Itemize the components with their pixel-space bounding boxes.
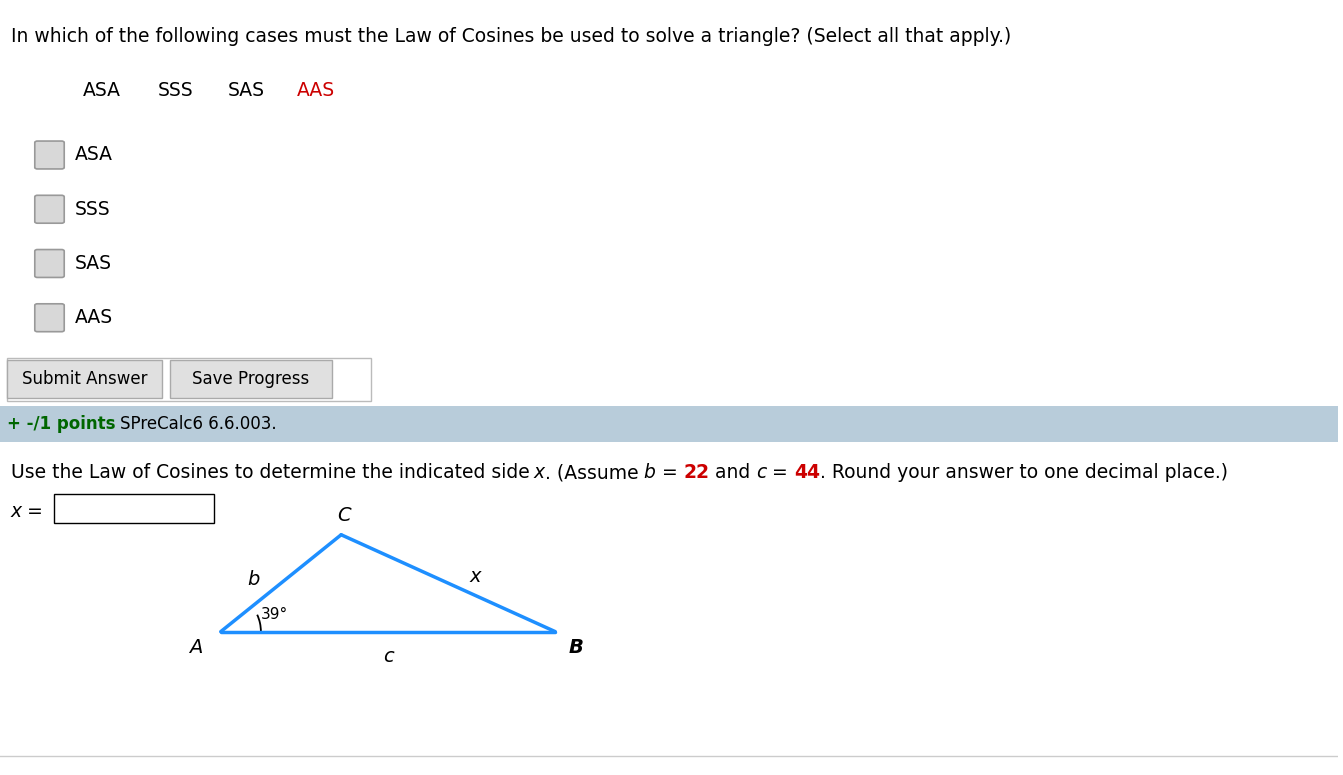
Text: b: b bbox=[247, 570, 259, 589]
Text: A: A bbox=[188, 638, 201, 657]
Text: x: x bbox=[470, 567, 481, 587]
Text: B: B bbox=[568, 638, 583, 657]
Text: SAS: SAS bbox=[227, 81, 265, 101]
Bar bbox=[54, 494, 214, 523]
Text: + -/1 points: + -/1 points bbox=[7, 415, 115, 433]
Text: SSS: SSS bbox=[158, 81, 193, 101]
Text: ASA: ASA bbox=[75, 146, 113, 164]
FancyBboxPatch shape bbox=[171, 360, 332, 398]
Text: =: = bbox=[767, 463, 794, 482]
Text: 39°: 39° bbox=[261, 607, 289, 622]
Text: . Round your answer to one decimal place.): . Round your answer to one decimal place… bbox=[821, 463, 1228, 482]
FancyBboxPatch shape bbox=[35, 304, 64, 332]
Text: 22: 22 bbox=[684, 463, 709, 482]
Text: . (Assume: . (Assume bbox=[544, 463, 645, 482]
Text: =: = bbox=[655, 463, 684, 482]
Text: AAS: AAS bbox=[297, 81, 336, 101]
FancyBboxPatch shape bbox=[35, 195, 64, 223]
Text: SSS: SSS bbox=[75, 200, 110, 219]
FancyBboxPatch shape bbox=[35, 141, 64, 169]
Text: SAS: SAS bbox=[75, 254, 111, 273]
Text: Submit Answer: Submit Answer bbox=[21, 370, 146, 388]
Text: AAS: AAS bbox=[75, 308, 113, 327]
Text: and: and bbox=[709, 463, 756, 482]
Text: c: c bbox=[383, 647, 393, 666]
Text: SPreCalc6 6.6.003.: SPreCalc6 6.6.003. bbox=[121, 415, 277, 433]
FancyBboxPatch shape bbox=[7, 358, 371, 401]
FancyBboxPatch shape bbox=[7, 360, 163, 398]
Text: x: x bbox=[533, 463, 545, 482]
Text: c: c bbox=[756, 463, 767, 482]
Text: b: b bbox=[643, 463, 655, 482]
Text: Use the Law of Cosines to determine the indicated side: Use the Law of Cosines to determine the … bbox=[11, 463, 536, 482]
Bar bbox=[0, 406, 1338, 442]
Text: 44: 44 bbox=[794, 463, 821, 482]
FancyBboxPatch shape bbox=[35, 250, 64, 277]
Text: C: C bbox=[337, 506, 351, 525]
Text: ASA: ASA bbox=[83, 81, 121, 101]
Text: Save Progress: Save Progress bbox=[192, 370, 309, 388]
Text: x =: x = bbox=[11, 502, 43, 521]
Text: In which of the following cases must the Law of Cosines be used to solve a trian: In which of the following cases must the… bbox=[11, 27, 1011, 46]
